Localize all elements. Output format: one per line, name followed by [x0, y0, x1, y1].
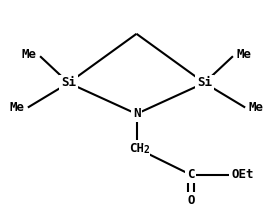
Text: Si: Si [197, 77, 212, 89]
Text: O: O [187, 194, 195, 207]
Text: OEt: OEt [231, 168, 254, 181]
Text: Me: Me [21, 48, 36, 61]
Text: CH: CH [129, 142, 144, 155]
Text: Si: Si [61, 77, 76, 89]
Text: 2: 2 [144, 145, 150, 155]
Text: C: C [187, 168, 195, 181]
Text: Me: Me [248, 101, 263, 114]
Text: Me: Me [10, 101, 25, 114]
Text: N: N [133, 108, 140, 120]
Text: Me: Me [237, 48, 252, 61]
